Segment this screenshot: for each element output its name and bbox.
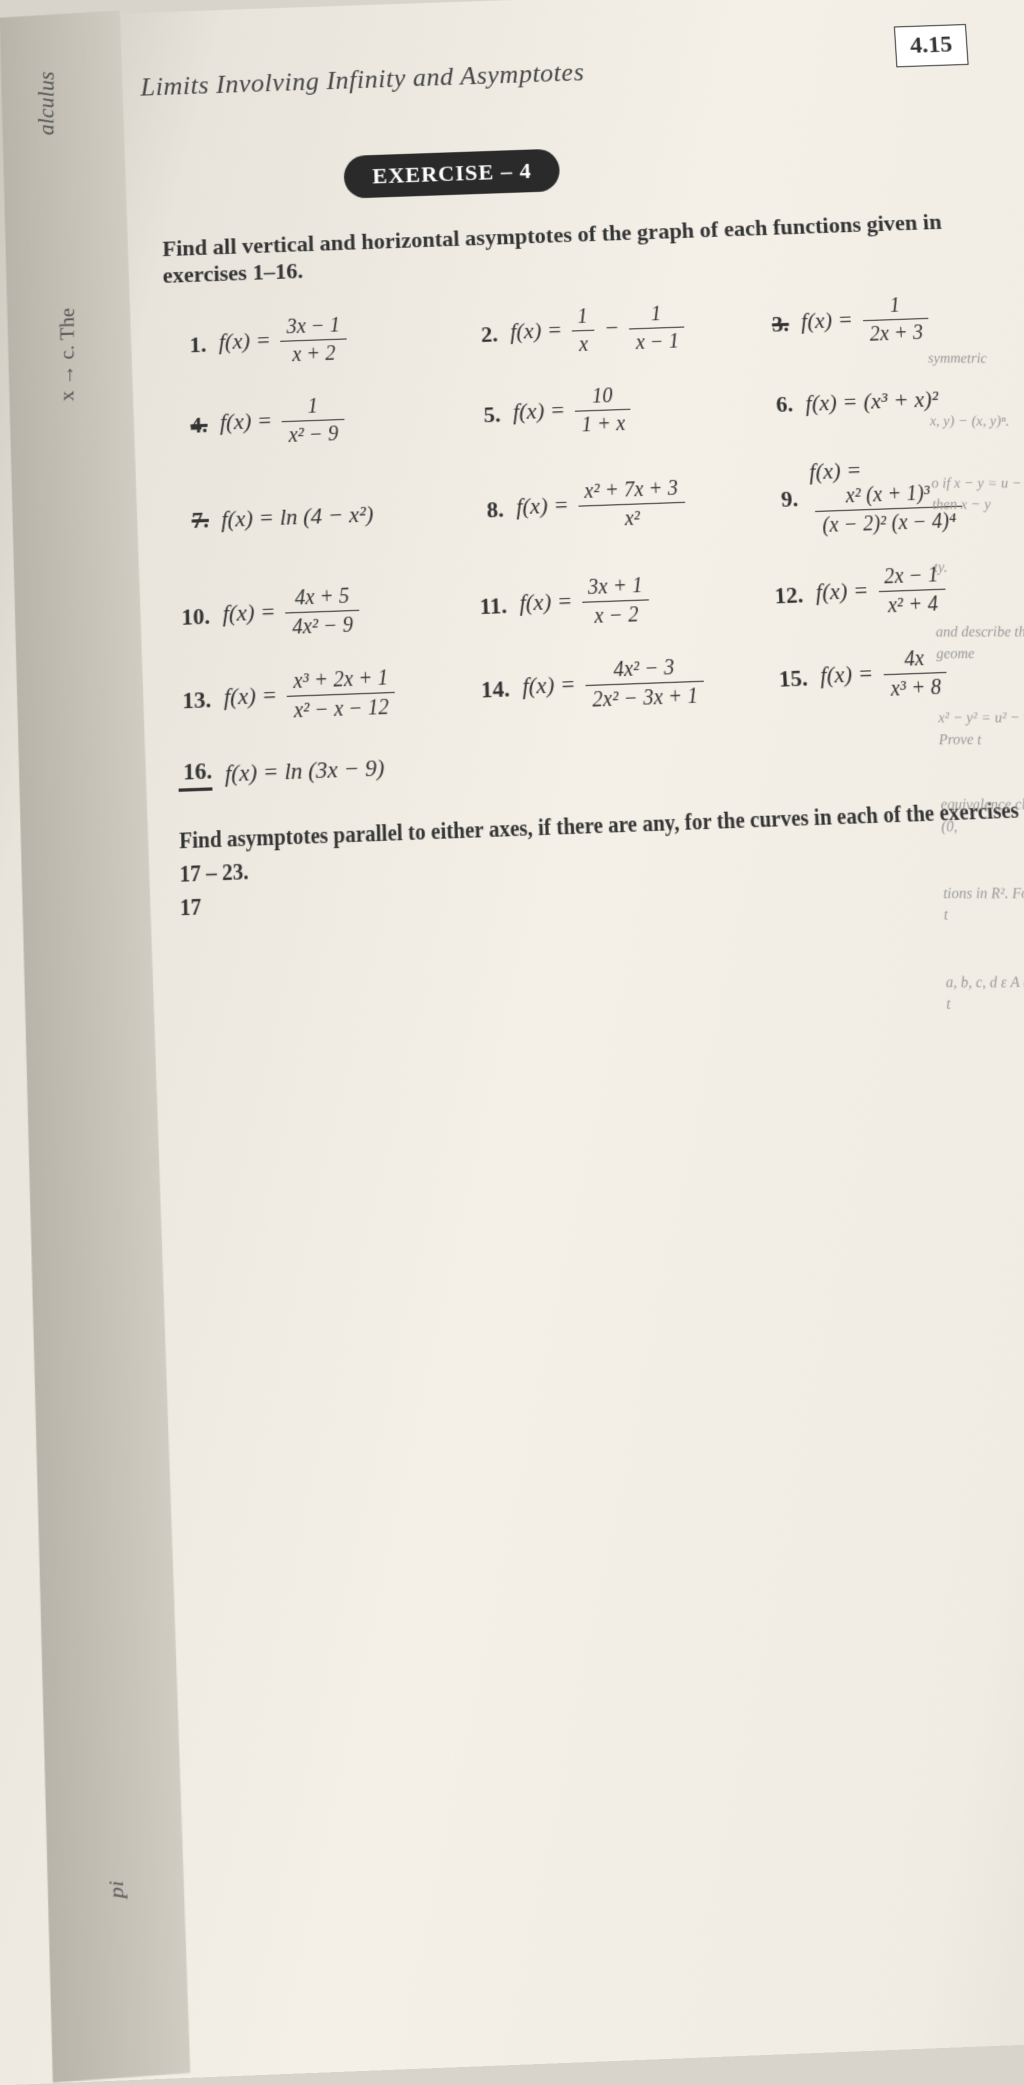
problem-formula: f(x) = 4x + 5 4x² − 9 bbox=[222, 584, 364, 642]
problem-number: 5. bbox=[467, 400, 501, 428]
margin-note: a, b, c, d ε A are such t bbox=[945, 972, 1024, 1016]
margin-text-pi: pi bbox=[105, 1880, 129, 1899]
page-content: Limits Involving Infinity and Asymptotes… bbox=[0, 0, 1024, 977]
problem-number: 13. bbox=[177, 685, 211, 715]
problem-7: 7. f(x) = ln (4 − x²) bbox=[175, 472, 430, 561]
margin-note: equivalence class of (0, bbox=[940, 795, 1024, 838]
right-margin-notes: symmetric x, y) − (x, y)ⁿ. o if x − y = … bbox=[928, 349, 1024, 1062]
problem-formula: f(x) = 4x² − 3 2x² − 3x + 1 bbox=[521, 655, 709, 715]
problem-8: 8. f(x) = x² + 7x + 3 x² bbox=[469, 461, 725, 550]
exercise-instruction: Find all vertical and horizontal asympto… bbox=[142, 206, 1002, 289]
problem-1: 1. f(x) = 3x − 1 x + 2 bbox=[173, 311, 425, 371]
margin-note: ty. bbox=[934, 558, 1024, 579]
problem-number: 6. bbox=[760, 390, 794, 418]
problem-number: 8. bbox=[470, 495, 504, 524]
page-title: Limits Involving Infinity and Asymptotes bbox=[140, 43, 989, 102]
problem-number: 10. bbox=[177, 602, 211, 631]
problem-3: 3. f(x) = 1 2x + 3 bbox=[755, 290, 1008, 350]
margin-note: o if x − y = u − v, then x − y bbox=[931, 474, 1024, 516]
problem-formula: f(x) = (x³ + x)² bbox=[805, 385, 940, 417]
problem-13: 13. f(x) = x³ + 2x + 1 x² − x − 12 bbox=[177, 664, 435, 727]
problem-2: 2. f(x) = 1 x − 1 x − 1 bbox=[464, 301, 716, 361]
problem-number: 14. bbox=[476, 674, 510, 703]
problem-16: 16. f(x) = ln (3x − 9) bbox=[178, 748, 437, 791]
margin-note: and describe these geome bbox=[935, 622, 1024, 664]
problem-number: 4. bbox=[174, 411, 207, 439]
problem-number: 9. bbox=[764, 485, 799, 514]
problem-formula: f(x) = 1 x² − 9 bbox=[220, 394, 349, 450]
problem-formula: f(x) = 1 x − 1 x − 1 bbox=[509, 302, 690, 359]
find-asymptotes-instruction: Find asymptotes parallel to either axes,… bbox=[147, 794, 1024, 927]
problem-row: 16. f(x) = ln (3x − 9) bbox=[147, 727, 1024, 793]
problem-10: 10. f(x) = 4x + 5 4x² − 9 bbox=[176, 581, 432, 643]
problem-row: 13. f(x) = x³ + 2x + 1 x² − x − 12 14. f… bbox=[146, 643, 1024, 728]
problem-number: 11. bbox=[473, 591, 507, 620]
margin-note: symmetric bbox=[928, 349, 1024, 369]
problem-formula: f(x) = 3x + 1 x − 2 bbox=[519, 573, 655, 631]
problem-number: 15. bbox=[774, 663, 809, 692]
problem-number: 12. bbox=[769, 580, 804, 609]
problem-formula: f(x) = 10 1 + x bbox=[512, 383, 636, 439]
problem-5: 5. f(x) = 10 1 + x bbox=[467, 380, 721, 440]
problem-formula: f(x) = 4x x³ + 8 bbox=[819, 646, 953, 704]
textbook-page: alculus x → c. The pi Limits Involving I… bbox=[0, 0, 1024, 2085]
problem-number: 7. bbox=[175, 506, 209, 535]
problem-formula: f(x) = 1 2x + 3 bbox=[800, 293, 934, 348]
problem-14: 14. f(x) = 4x² − 3 2x² − 3x + 1 bbox=[475, 654, 733, 717]
problem-row: 4. f(x) = 1 x² − 9 5. f(x) = 10 1 + x bbox=[143, 370, 1013, 452]
problem-number: 3. bbox=[755, 310, 789, 338]
problem-row: 10. f(x) = 4x + 5 4x² − 9 11. f(x) = 3x … bbox=[145, 560, 1024, 644]
problem-formula: f(x) = x³ + 2x + 1 x² − x − 12 bbox=[223, 666, 399, 726]
problem-row: 1. f(x) = 3x − 1 x + 2 2. f(x) = 1 x bbox=[143, 290, 1008, 371]
problem-formula: f(x) = x² + 7x + 3 x² bbox=[515, 476, 690, 534]
problem-4: 4. f(x) = 1 x² − 9 bbox=[174, 391, 427, 451]
margin-note: x² − y² = u² − v². Prove t bbox=[938, 708, 1024, 751]
problem-number: 2. bbox=[465, 320, 499, 348]
problem-number: 16. bbox=[178, 757, 212, 792]
margin-note: x, y) − (x, y)ⁿ. bbox=[929, 411, 1024, 432]
problem-number: 1. bbox=[174, 330, 207, 358]
exercise-pill: EXERCISE – 4 bbox=[344, 149, 561, 199]
margin-note: tions in R². For those t bbox=[943, 883, 1024, 927]
problem-formula: f(x) = ln (3x − 9) bbox=[225, 753, 385, 787]
problem-row: 7. f(x) = ln (4 − x²) 8. f(x) = x² + 7x … bbox=[144, 451, 1020, 562]
problem-formula: f(x) = ln (4 − x²) bbox=[221, 500, 374, 533]
section-number: 4.15 bbox=[894, 24, 969, 67]
problem-formula: f(x) = 3x − 1 x + 2 bbox=[218, 313, 351, 369]
problem-11: 11. f(x) = 3x + 1 x − 2 bbox=[473, 571, 730, 633]
problem-formula: f(x) = 2x − 1 x² + 4 bbox=[814, 563, 951, 620]
